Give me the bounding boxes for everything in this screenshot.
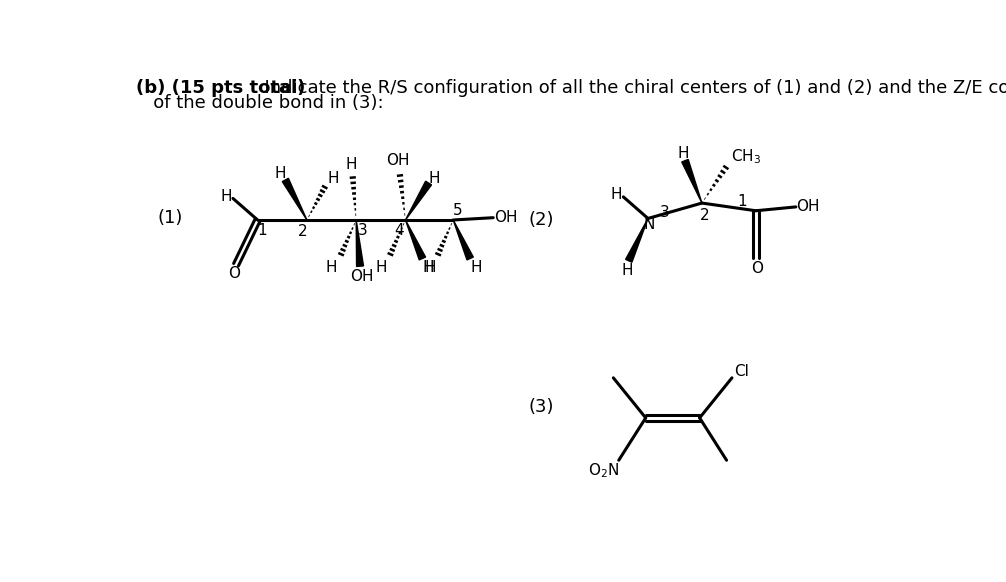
Polygon shape <box>283 178 307 220</box>
Text: H: H <box>471 260 482 275</box>
Text: (3): (3) <box>529 398 554 416</box>
Text: 1: 1 <box>737 194 746 209</box>
Text: Cl: Cl <box>734 364 749 379</box>
Polygon shape <box>405 220 426 260</box>
Text: H: H <box>425 260 436 275</box>
Text: 2: 2 <box>699 208 709 223</box>
Text: H: H <box>345 157 356 172</box>
Text: O: O <box>751 261 764 276</box>
Text: 2: 2 <box>298 224 307 239</box>
Text: of the double bond in (3):: of the double bond in (3): <box>136 94 383 112</box>
Text: 3: 3 <box>357 222 367 237</box>
Text: (2): (2) <box>529 211 554 229</box>
Polygon shape <box>682 159 702 203</box>
Text: H: H <box>375 260 386 275</box>
Polygon shape <box>356 220 363 267</box>
Text: H: H <box>423 260 435 275</box>
Text: (b) (15 pts total): (b) (15 pts total) <box>136 79 306 97</box>
Text: H: H <box>220 189 231 204</box>
Text: O: O <box>228 267 240 281</box>
Text: 3: 3 <box>660 205 670 220</box>
Text: OH: OH <box>494 210 517 225</box>
Text: OH: OH <box>797 200 820 214</box>
Text: H: H <box>622 263 633 278</box>
Text: 1: 1 <box>258 222 267 237</box>
Text: H: H <box>327 171 339 186</box>
Text: H: H <box>326 260 337 275</box>
Text: 4: 4 <box>394 222 404 237</box>
Polygon shape <box>626 218 648 262</box>
Polygon shape <box>454 220 473 260</box>
Text: 5: 5 <box>453 203 463 218</box>
Text: H: H <box>611 187 622 202</box>
Text: H: H <box>678 146 689 161</box>
Text: (1): (1) <box>158 209 183 226</box>
Text: H: H <box>429 171 441 186</box>
Text: N: N <box>644 217 655 232</box>
Text: Indicate the R/S configuration of all the chiral centers of (1) and (2) and the : Indicate the R/S configuration of all th… <box>253 79 1006 97</box>
Text: H: H <box>275 166 286 181</box>
Text: OH: OH <box>386 153 409 168</box>
Text: O$_2$N: O$_2$N <box>588 461 619 480</box>
Text: CH$_3$: CH$_3$ <box>730 147 761 166</box>
Polygon shape <box>405 181 432 220</box>
Text: OH: OH <box>350 269 373 283</box>
